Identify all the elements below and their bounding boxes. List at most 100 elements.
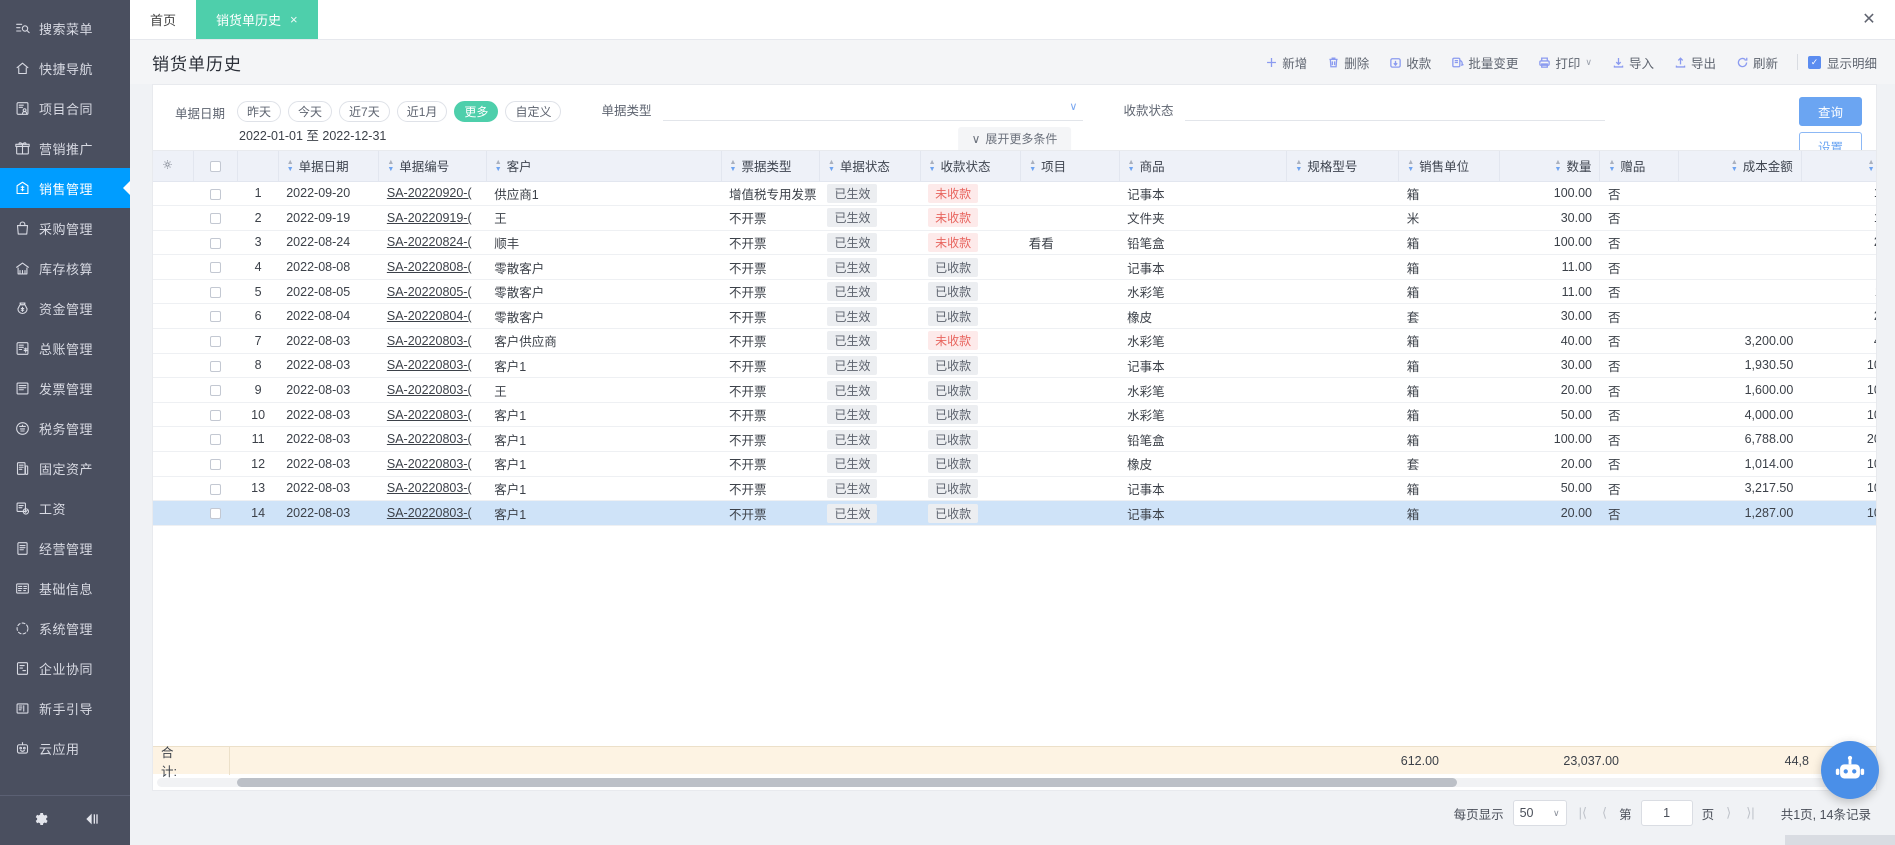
cell-check[interactable]	[193, 230, 238, 256]
document-number-link[interactable]: SA-20220805-(	[386, 284, 472, 299]
table-row[interactable]: 7 2022-08-03 SA-20220803-(客户供应商 不开票 已生效 未收款 水彩…	[153, 328, 1876, 354]
column-header-no[interactable]: ▲ ▼ 单据编号	[378, 151, 487, 182]
sidebar-item-15[interactable]: 系统管理	[0, 608, 130, 648]
table-row[interactable]: 5 2022-08-05 SA-20220805-(零散客户 不开票 已生效 已收款 水彩笔…	[153, 279, 1876, 305]
toolbar-button-export[interactable]: 导出	[1665, 49, 1725, 76]
table-row[interactable]: 2 2022-09-19 SA-20220919-(王不开票 已生效 未收款 文件夹 米 30…	[153, 205, 1876, 231]
sidebar-item-9[interactable]: 发票管理	[0, 368, 130, 408]
table-row[interactable]: 10 2022-08-03 SA-20220803-(客户1 不开票 已生效 已收款 水彩笔…	[153, 402, 1876, 428]
toolbar-button-batch-change[interactable]: 批量变更	[1442, 49, 1527, 76]
table-row[interactable]: 9 2022-08-03 SA-20220803-(王不开票 已生效 已收款 水彩笔 箱 20…	[153, 377, 1876, 403]
column-header-invoice_type[interactable]: ▲ ▼ 票据类型	[721, 151, 820, 182]
sort-icon[interactable]: ▲ ▼	[1554, 158, 1562, 173]
document-number-link[interactable]: SA-20220803-(	[386, 383, 472, 398]
row-checkbox[interactable]	[210, 360, 222, 372]
cell-check[interactable]	[193, 377, 238, 403]
scrollbar-track[interactable]	[157, 777, 1872, 787]
sort-icon[interactable]: ▲ ▼	[1295, 158, 1303, 173]
sidebar-item-8[interactable]: 总账管理	[0, 328, 130, 368]
cell-check[interactable]	[193, 303, 238, 330]
column-header-date[interactable]: ▲ ▼ 单据日期	[278, 151, 380, 182]
document-number-link[interactable]: SA-20220803-(	[386, 481, 472, 496]
row-checkbox[interactable]	[210, 483, 222, 495]
first-page-button[interactable]: |⟨	[1578, 805, 1588, 820]
sidebar-item-4[interactable]: 销售管理	[0, 168, 130, 208]
table-row[interactable]: 14 2022-08-03 SA-20220803-(客户1 不开票 已生效 已收款 记事本…	[153, 500, 1876, 526]
row-checkbox[interactable]	[210, 459, 222, 471]
row-checkbox[interactable]	[210, 385, 222, 397]
cell-no[interactable]: SA-20220803-(	[378, 353, 487, 379]
cell-no[interactable]: SA-20220808-(	[378, 254, 487, 280]
cell-no[interactable]: SA-20220803-(	[378, 426, 487, 453]
next-page-button[interactable]: ⟩	[1726, 805, 1732, 820]
cell-check[interactable]	[193, 426, 238, 453]
column-header-gift[interactable]: ▲ ▼ 赠品	[1599, 151, 1679, 182]
sort-icon[interactable]: ▲ ▼	[1867, 158, 1875, 173]
chevron-down-icon[interactable]: ∨	[1585, 56, 1592, 67]
cell-no[interactable]: SA-20220824-(	[378, 230, 487, 256]
per-page-select[interactable]: 50 ∨	[1512, 800, 1567, 826]
cell-no[interactable]: SA-20220803-(	[378, 402, 487, 428]
sidebar-item-6[interactable]: 库存核算	[0, 248, 130, 288]
date-chip-2[interactable]: 近7天	[339, 101, 390, 122]
sidebar-item-10[interactable]: 税务管理	[0, 408, 130, 448]
cell-check[interactable]	[193, 451, 238, 477]
document-number-link[interactable]: SA-20220808-(	[386, 260, 472, 275]
column-header-product[interactable]: ▲ ▼ 商品	[1119, 151, 1288, 182]
document-number-link[interactable]: SA-20220803-(	[386, 506, 472, 521]
date-chip-5[interactable]: 自定义	[505, 101, 562, 122]
cell-check[interactable]	[193, 353, 238, 379]
row-checkbox[interactable]	[210, 409, 222, 421]
sidebar-item-1[interactable]: 快捷导航	[0, 48, 130, 88]
toolbar-button-import[interactable]: 导入	[1603, 49, 1663, 76]
document-number-link[interactable]: SA-20220803-(	[386, 456, 472, 471]
cell-check[interactable]	[193, 328, 238, 354]
sort-icon[interactable]: ▲ ▼	[286, 158, 294, 173]
cell-no[interactable]: SA-20220804-(	[378, 303, 487, 330]
table-row[interactable]: 4 2022-08-08 SA-20220808-(零散客户 不开票 已生效 已收款 记事本…	[153, 254, 1876, 280]
sort-icon[interactable]: ▲ ▼	[387, 158, 395, 173]
sort-icon[interactable]: ▲ ▼	[827, 158, 835, 173]
cell-no[interactable]: SA-20220803-(	[378, 500, 487, 526]
table-row[interactable]: 13 2022-08-03 SA-20220803-(客户1 不开票 已生效 已收款 记事本…	[153, 476, 1876, 502]
tab-home[interactable]: 首页	[130, 0, 196, 39]
document-number-link[interactable]: SA-20220920-(	[386, 186, 472, 201]
cell-no[interactable]: SA-20220919-(	[378, 205, 487, 231]
sidebar-item-13[interactable]: 经营管理	[0, 528, 130, 568]
sort-icon[interactable]: ▲ ▼	[1608, 158, 1616, 173]
document-number-link[interactable]: SA-20220824-(	[386, 235, 472, 250]
table-row[interactable]: 11 2022-08-03 SA-20220803-(客户1 不开票 已生效 已收款 铅笔盒…	[153, 426, 1876, 453]
row-checkbox[interactable]	[210, 286, 222, 298]
last-page-button[interactable]: ⟩|	[1746, 805, 1755, 820]
sidebar-item-7[interactable]: 资金管理	[0, 288, 130, 328]
table-row[interactable]: 8 2022-08-03 SA-20220803-(客户1 不开票 已生效 已收款 记事本 箱…	[153, 353, 1876, 379]
cell-no[interactable]: SA-20220920-(	[378, 181, 487, 207]
doc-type-input[interactable]	[663, 97, 1084, 121]
cell-no[interactable]: SA-20220803-(	[378, 328, 487, 354]
collapse-icon[interactable]	[83, 811, 99, 830]
row-checkbox[interactable]	[210, 508, 222, 520]
cell-check[interactable]	[193, 476, 238, 502]
document-number-link[interactable]: SA-20220919-(	[386, 210, 472, 225]
row-checkbox[interactable]	[210, 262, 222, 274]
document-number-link[interactable]: SA-20220803-(	[386, 432, 472, 447]
column-header-customer[interactable]: ▲ ▼ 客户	[486, 151, 722, 182]
cell-check[interactable]	[193, 279, 238, 305]
cell-no[interactable]: SA-20220803-(	[378, 377, 487, 403]
table-row[interactable]: 1 2022-09-20 SA-20220920-(供应商1 增值税专用发票 已生效 未收…	[153, 181, 1876, 207]
sidebar-item-16[interactable]: 企业协同	[0, 648, 130, 688]
table-row[interactable]: 6 2022-08-04 SA-20220804-(零散客户 不开票 已生效 已收款 橡皮 套…	[153, 303, 1876, 330]
sidebar-item-14[interactable]: 基础信息	[0, 568, 130, 608]
sort-icon[interactable]: ▲ ▼	[1029, 158, 1037, 173]
sidebar-item-18[interactable]: 云应用	[0, 728, 130, 768]
pay-status-input[interactable]	[1185, 97, 1606, 121]
select-all-checkbox[interactable]	[210, 160, 222, 172]
cell-no[interactable]: SA-20220803-(	[378, 451, 487, 477]
horizontal-scrollbar[interactable]	[153, 774, 1876, 790]
cell-check[interactable]	[193, 500, 238, 526]
tab-close-icon[interactable]: ×	[290, 12, 298, 27]
prev-page-button[interactable]: ⟨	[1602, 805, 1608, 820]
row-checkbox[interactable]	[210, 434, 222, 446]
sort-icon[interactable]: ▲ ▼	[494, 158, 502, 173]
cell-no[interactable]: SA-20220805-(	[378, 279, 487, 305]
